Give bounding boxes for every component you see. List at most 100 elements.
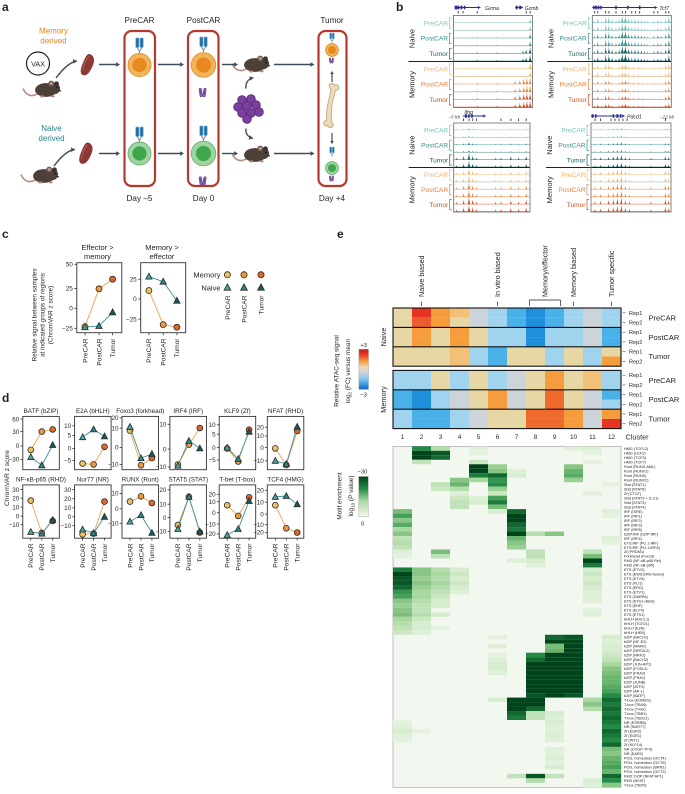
svg-text:b: b [396, 0, 403, 14]
svg-text:Foxo3 (forkhead): Foxo3 (forkhead) [116, 408, 164, 415]
svg-text:ETS (ETV4): ETS (ETV4) [624, 577, 645, 581]
svg-text:PreCAR: PreCAR [649, 376, 677, 385]
svg-text:Memory: Memory [408, 176, 417, 203]
svg-text:bHLH (E2A): bHLH (E2A) [624, 627, 645, 631]
svg-text:−10: −10 [9, 522, 20, 529]
svg-text:1: 1 [401, 434, 405, 441]
svg-text:Stat (STAT5): Stat (STAT5) [624, 487, 646, 491]
svg-text:PostCAR: PostCAR [558, 187, 585, 194]
svg-text:0: 0 [115, 445, 119, 452]
svg-text:ETS:IRF (PU.1-IRF): ETS:IRF (PU.1-IRF) [624, 541, 659, 545]
svg-text:PreCAR: PreCAR [175, 543, 182, 567]
svg-text:25: 25 [130, 276, 138, 283]
svg-text:5: 5 [68, 433, 72, 440]
svg-text:bZIP (NRF2): bZIP (NRF2) [624, 653, 646, 657]
svg-text:Naive: Naive [379, 328, 388, 347]
svg-text:20: 20 [111, 415, 119, 422]
svg-text:PreCAR: PreCAR [124, 16, 154, 25]
svg-text:ETS (GABPA): ETS (GABPA) [624, 595, 649, 599]
svg-text:PostCAR: PostCAR [421, 82, 448, 89]
svg-text:Memory biased: Memory biased [569, 248, 578, 297]
svg-text:Nur77 (NR): Nur77 (NR) [77, 476, 109, 483]
svg-text:T-box (TBX21): T-box (TBX21) [624, 716, 649, 720]
svg-text:POU, homeobox (OCT4): POU, homeobox (OCT4) [624, 757, 667, 761]
svg-text:VAX: VAX [31, 60, 45, 69]
svg-text:3: 3 [439, 434, 443, 441]
svg-text:RHD::bZIP (NFAT:AP1): RHD::bZIP (NFAT:AP1) [624, 775, 664, 779]
svg-text:derived: derived [40, 37, 66, 46]
svg-text:Stat (STAT1): Stat (STAT1) [624, 483, 646, 487]
svg-text:Tumor: Tumor [246, 543, 253, 563]
svg-text:PostCAR: PostCAR [284, 543, 291, 570]
svg-text:IRF4 (IRF): IRF4 (IRF) [173, 408, 203, 415]
svg-text:PreCAR: PreCAR [82, 338, 89, 362]
svg-text:RHD (NFAT): RHD (NFAT) [624, 779, 646, 783]
svg-text:ETS:IRF (PU.1:IRF8): ETS:IRF (PU.1:IRF8) [624, 546, 661, 550]
svg-text:bZIP (JUNB): bZIP (JUNB) [624, 680, 646, 684]
svg-text:10: 10 [209, 422, 217, 429]
svg-text:NR (NUR77): NR (NUR77) [624, 725, 646, 729]
svg-text:–5 kb: –5 kb [447, 114, 460, 120]
svg-text:0: 0 [163, 515, 167, 522]
svg-text:−5: −5 [64, 458, 72, 465]
svg-text:Stat (STAT4): Stat (STAT4) [624, 505, 646, 509]
svg-text:Gzmb: Gzmb [525, 6, 539, 12]
svg-text:0: 0 [260, 511, 264, 518]
svg-text:T-box (EOMES): T-box (EOMES) [624, 698, 652, 702]
svg-text:POU, homeobox (OCT6): POU, homeobox (OCT6) [624, 761, 667, 765]
svg-text:BATF (bZIP): BATF (bZIP) [24, 408, 59, 415]
svg-text:Stat (STAT3): Stat (STAT3) [624, 501, 646, 505]
svg-text:Tumor: Tumor [429, 157, 449, 164]
svg-text:4: 4 [458, 434, 462, 441]
svg-text:20: 20 [209, 492, 217, 499]
svg-text:PreCAR: PreCAR [28, 543, 35, 567]
svg-text:PreCAR: PreCAR [424, 172, 448, 179]
svg-text:Memory >: Memory > [145, 243, 179, 252]
svg-text:20: 20 [12, 495, 20, 502]
svg-text:Tumor: Tumor [295, 543, 302, 563]
svg-text:In vitro biased: In vitro biased [493, 252, 502, 297]
svg-text:PreCAR: PreCAR [563, 20, 587, 27]
svg-text:Tumor: Tumor [149, 543, 156, 563]
svg-text:−20: −20 [205, 531, 216, 538]
svg-text:Rep1: Rep1 [629, 330, 642, 336]
svg-text:−10: −10 [156, 464, 167, 471]
svg-text:log10 (P value): log10 (P value) [348, 475, 355, 516]
svg-text:Tumor: Tumor [429, 202, 449, 209]
svg-text:Tumor: Tumor [258, 295, 265, 315]
svg-text:Memory: Memory [545, 176, 554, 203]
svg-text:PostCAR: PostCAR [421, 142, 448, 149]
svg-text:10: 10 [12, 504, 20, 511]
svg-text:11: 11 [589, 434, 596, 441]
svg-text:Relative ATAC-seq signal: Relative ATAC-seq signal [334, 335, 341, 407]
svg-text:bZIP (FRA1): bZIP (FRA1) [624, 676, 646, 680]
svg-text:PostCAR: PostCAR [138, 543, 145, 570]
svg-text:bZIP (JUN-AP1): bZIP (JUN-AP1) [624, 662, 652, 666]
svg-text:bHLH (TCF21): bHLH (TCF21) [624, 622, 650, 626]
svg-text:RHD (NF-κB-p65-Rel): RHD (NF-κB-p65-Rel) [624, 559, 662, 563]
svg-text:PreCAR: PreCAR [649, 313, 677, 322]
svg-text:PostCAR: PostCAR [39, 543, 46, 570]
svg-text:ETS (EWS:ERG-fusion): ETS (EWS:ERG-fusion) [624, 573, 665, 577]
svg-text:25: 25 [66, 286, 74, 293]
svg-text:Memory: Memory [39, 27, 68, 36]
svg-text:PostCAR: PostCAR [649, 333, 680, 342]
svg-text:7: 7 [515, 434, 519, 441]
svg-text:ETS (EHF): ETS (EHF) [624, 604, 643, 608]
svg-text:Rep1: Rep1 [629, 393, 642, 399]
svg-text:10: 10 [570, 434, 578, 441]
svg-text:10: 10 [159, 501, 167, 508]
svg-text:Naive: Naive [545, 136, 554, 155]
svg-text:10: 10 [209, 499, 217, 506]
svg-text:PostCAR: PostCAR [241, 295, 248, 322]
svg-text:Naive: Naive [408, 29, 417, 48]
svg-text:0: 0 [69, 306, 73, 313]
svg-text:−10: −10 [253, 458, 264, 465]
svg-text:(ChromVAR z score): (ChromVAR z score) [48, 286, 55, 344]
svg-text:0: 0 [16, 443, 20, 450]
svg-text:POU, homeobox (OCT2): POU, homeobox (OCT2) [624, 770, 667, 774]
svg-text:HMG (TCFL2): HMG (TCFL2) [624, 447, 649, 451]
svg-text:Rep2: Rep2 [629, 359, 642, 365]
svg-text:T-bet (T-box): T-bet (T-box) [219, 476, 255, 483]
svg-text:Tumor specific: Tumor specific [607, 250, 616, 297]
